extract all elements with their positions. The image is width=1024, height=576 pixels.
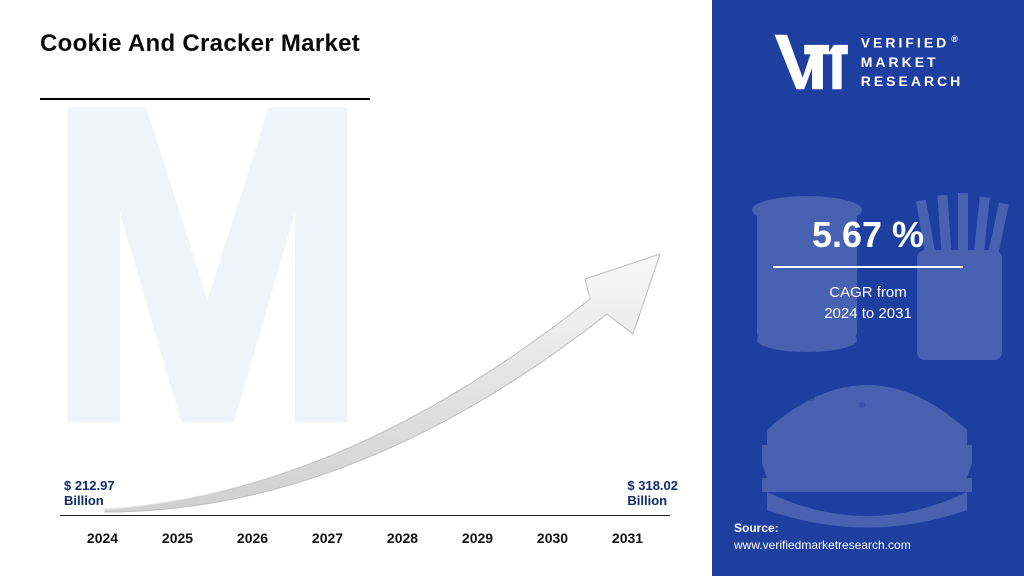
logo-line1: VERIFIED (861, 35, 950, 51)
title-underline (40, 98, 370, 100)
bars-container: $ 212.97Billion$ 318.02Billion (60, 186, 670, 516)
cagr-caption-line1: CAGR from (773, 282, 963, 303)
cagr-value: 5.67 % (773, 214, 963, 256)
x-axis-label: 2025 (145, 530, 210, 546)
logo-line3: RESEARCH (861, 72, 964, 91)
brand-logo-text: VERIFIED® MARKET RESEARCH (861, 33, 964, 90)
x-axis-labels: 2024 2025 2026 2027 2028 2029 2030 2031 (60, 530, 670, 546)
x-axis-label: 2026 (220, 530, 285, 546)
source-block: Source: www.verifiedmarketresearch.com (734, 521, 911, 552)
x-axis-label: 2028 (370, 530, 435, 546)
chart-panel: Cookie And Cracker Market $ 212.97Billio… (0, 0, 712, 576)
registered-mark: ® (951, 34, 961, 44)
info-panel: VERIFIED® MARKET RESEARCH 5.67 % CAGR fr… (712, 0, 1024, 576)
x-axis-label: 2027 (295, 530, 360, 546)
x-axis-label: 2024 (70, 530, 135, 546)
chart-title: Cookie And Cracker Market (40, 30, 672, 58)
brand-logo: VERIFIED® MARKET RESEARCH (773, 30, 964, 94)
bar-value-label: $ 318.02Billion (627, 478, 678, 509)
cagr-underline (773, 266, 963, 268)
source-url: www.verifiedmarketresearch.com (734, 538, 911, 552)
cagr-block: 5.67 % CAGR from 2024 to 2031 (773, 214, 963, 324)
x-axis-label: 2029 (445, 530, 510, 546)
cagr-caption: CAGR from 2024 to 2031 (773, 282, 963, 324)
bar-chart: $ 212.97Billion$ 318.02Billion 202420252… (60, 186, 670, 546)
x-axis-label: 2030 (520, 530, 585, 546)
logo-line2: MARKET (861, 53, 964, 72)
source-label: Source: (734, 521, 911, 535)
x-axis-label: 2031 (595, 530, 660, 546)
cagr-caption-line2: 2024 to 2031 (773, 303, 963, 324)
bar-value-label: $ 212.97Billion (64, 478, 115, 509)
vm-logo-icon (773, 30, 851, 94)
